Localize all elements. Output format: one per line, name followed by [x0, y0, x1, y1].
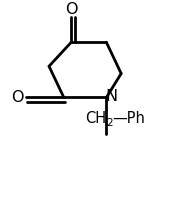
- Text: 2: 2: [106, 118, 113, 128]
- Text: —Ph: —Ph: [112, 111, 145, 126]
- Text: O: O: [65, 2, 78, 17]
- Text: O: O: [11, 90, 24, 105]
- Text: N: N: [105, 89, 117, 104]
- Text: CH: CH: [85, 111, 106, 126]
